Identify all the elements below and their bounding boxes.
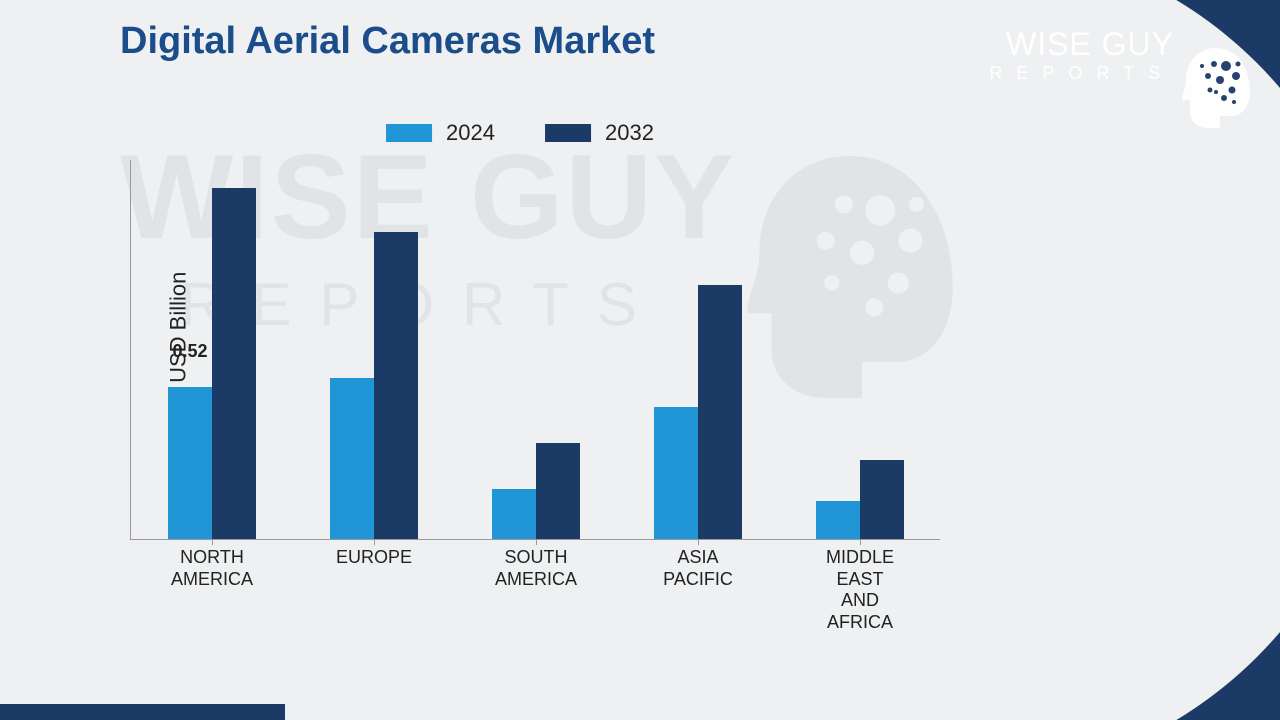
bar bbox=[536, 443, 580, 539]
legend-item: 2032 bbox=[545, 120, 654, 146]
legend: 2024 2032 bbox=[386, 120, 654, 146]
bar bbox=[816, 501, 860, 539]
bar bbox=[698, 285, 742, 539]
plot-area: 0.52NORTH AMERICAEUROPESOUTH AMERICAASIA… bbox=[130, 160, 940, 540]
category-label: MIDDLE EAST AND AFRICA bbox=[826, 547, 894, 633]
bar bbox=[492, 489, 536, 539]
page: WISE GUY REPORTS Digital Aerial Cameras … bbox=[0, 0, 1280, 720]
chart-title: Digital Aerial Cameras Market bbox=[120, 20, 655, 63]
bar-group bbox=[654, 285, 742, 539]
x-tick bbox=[212, 539, 213, 545]
bar bbox=[654, 407, 698, 539]
bar bbox=[860, 460, 904, 539]
legend-label: 2032 bbox=[605, 120, 654, 146]
bar bbox=[168, 387, 212, 539]
bar bbox=[212, 188, 256, 539]
legend-swatch bbox=[545, 124, 591, 142]
bar bbox=[330, 378, 374, 539]
x-tick bbox=[698, 539, 699, 545]
category-label: NORTH AMERICA bbox=[171, 547, 253, 590]
category-label: EUROPE bbox=[336, 547, 412, 569]
bar-group bbox=[492, 443, 580, 539]
brand-line2: REPORTS bbox=[989, 64, 1174, 82]
bar bbox=[374, 232, 418, 539]
legend-item: 2024 bbox=[386, 120, 495, 146]
bar-chart: Market Size in USD Billion 20242032 0.52… bbox=[100, 140, 940, 660]
bar-group bbox=[816, 460, 904, 539]
x-tick bbox=[536, 539, 537, 545]
x-tick bbox=[374, 539, 375, 545]
legend-swatch bbox=[386, 124, 432, 142]
category-label: SOUTH AMERICA bbox=[495, 547, 577, 590]
bar-group bbox=[168, 188, 256, 539]
bar-group bbox=[330, 232, 418, 539]
brand-logo: WISE GUY REPORTS bbox=[989, 28, 1252, 82]
x-tick bbox=[860, 539, 861, 545]
category-label: ASIA PACIFIC bbox=[663, 547, 733, 590]
brand-line1: WISE GUY bbox=[989, 28, 1174, 60]
bottom-accent-bar bbox=[0, 704, 285, 720]
legend-label: 2024 bbox=[446, 120, 495, 146]
